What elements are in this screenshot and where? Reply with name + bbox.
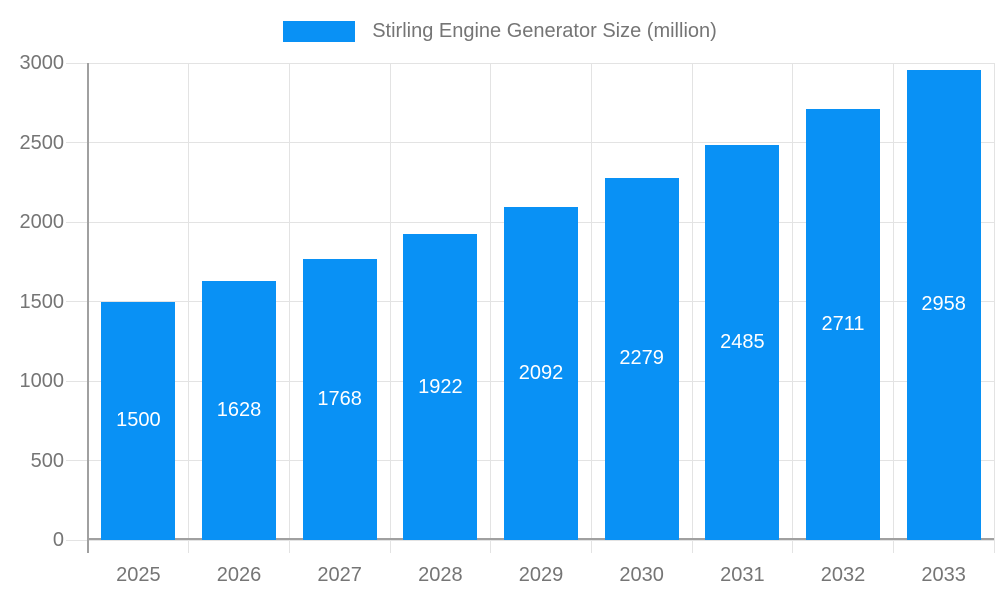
bar-2026[interactable]: 1628: [202, 281, 276, 540]
legend-swatch-icon: [283, 21, 356, 42]
x-axis-label: 2032: [820, 564, 866, 586]
bar-2033[interactable]: 2958: [906, 69, 981, 540]
bar-2025[interactable]: 1500: [101, 301, 176, 540]
x-axis-label: 2028: [418, 564, 463, 586]
v-gridline: [389, 63, 391, 553]
bar-2029[interactable]: 2092: [504, 207, 578, 540]
v-gridline: [188, 63, 190, 553]
bar-value-label: 1922: [418, 375, 463, 398]
y-axis-label: 1500: [19, 290, 65, 313]
bar-2031[interactable]: 2485: [705, 144, 780, 540]
x-axis-label: 2025: [116, 564, 161, 586]
legend-label: Stirling Engine Generator Size (million): [372, 20, 717, 42]
bar-value-label: 2485: [720, 330, 765, 353]
bar-2027[interactable]: 1768: [302, 258, 377, 540]
v-gridline: [792, 63, 794, 553]
x-axis-label: 2033: [921, 564, 966, 586]
y-axis-label: 2000: [19, 211, 65, 233]
v-gridline: [288, 63, 290, 553]
y-axis-line: [87, 63, 89, 553]
h-gridline: [66, 142, 994, 143]
legend[interactable]: Stirling Engine Generator Size (million): [0, 20, 1000, 43]
v-gridline: [993, 63, 995, 553]
bar-value-label: 1628: [216, 399, 262, 422]
y-axis-label: 1000: [19, 370, 65, 392]
y-axis-label: 0: [52, 529, 64, 551]
v-gridline: [691, 63, 693, 553]
bar-value-label: 1500: [116, 409, 161, 432]
bar-2028[interactable]: 1922: [403, 234, 478, 540]
v-gridline: [892, 63, 894, 553]
bar-value-label: 2958: [921, 293, 966, 316]
x-axis-label: 2030: [619, 564, 664, 586]
bar-value-label: 2711: [821, 312, 865, 335]
bar-2030[interactable]: 2279: [604, 177, 679, 540]
x-axis-label: 2027: [317, 564, 362, 586]
x-axis-label: 2029: [518, 564, 564, 586]
plot-area: 0 500 1000 1500 2000 2500 3000 1500 2025 1628 2026…: [20, 52, 995, 586]
y-axis-label: 2500: [19, 131, 65, 154]
bar-value-label: 1768: [317, 387, 362, 410]
y-axis-label: 500: [30, 449, 64, 472]
h-gridline: [66, 539, 994, 541]
v-gridline: [490, 63, 492, 553]
x-axis-label: 2026: [216, 564, 262, 586]
bar-2032[interactable]: 2711: [806, 108, 880, 540]
v-gridline: [590, 63, 592, 553]
bar-value-label: 2092: [518, 362, 564, 385]
y-axis-label: 3000: [19, 52, 65, 74]
x-axis-label: 2031: [720, 564, 765, 586]
bar-value-label: 2279: [619, 347, 664, 370]
h-gridline: [66, 62, 994, 64]
